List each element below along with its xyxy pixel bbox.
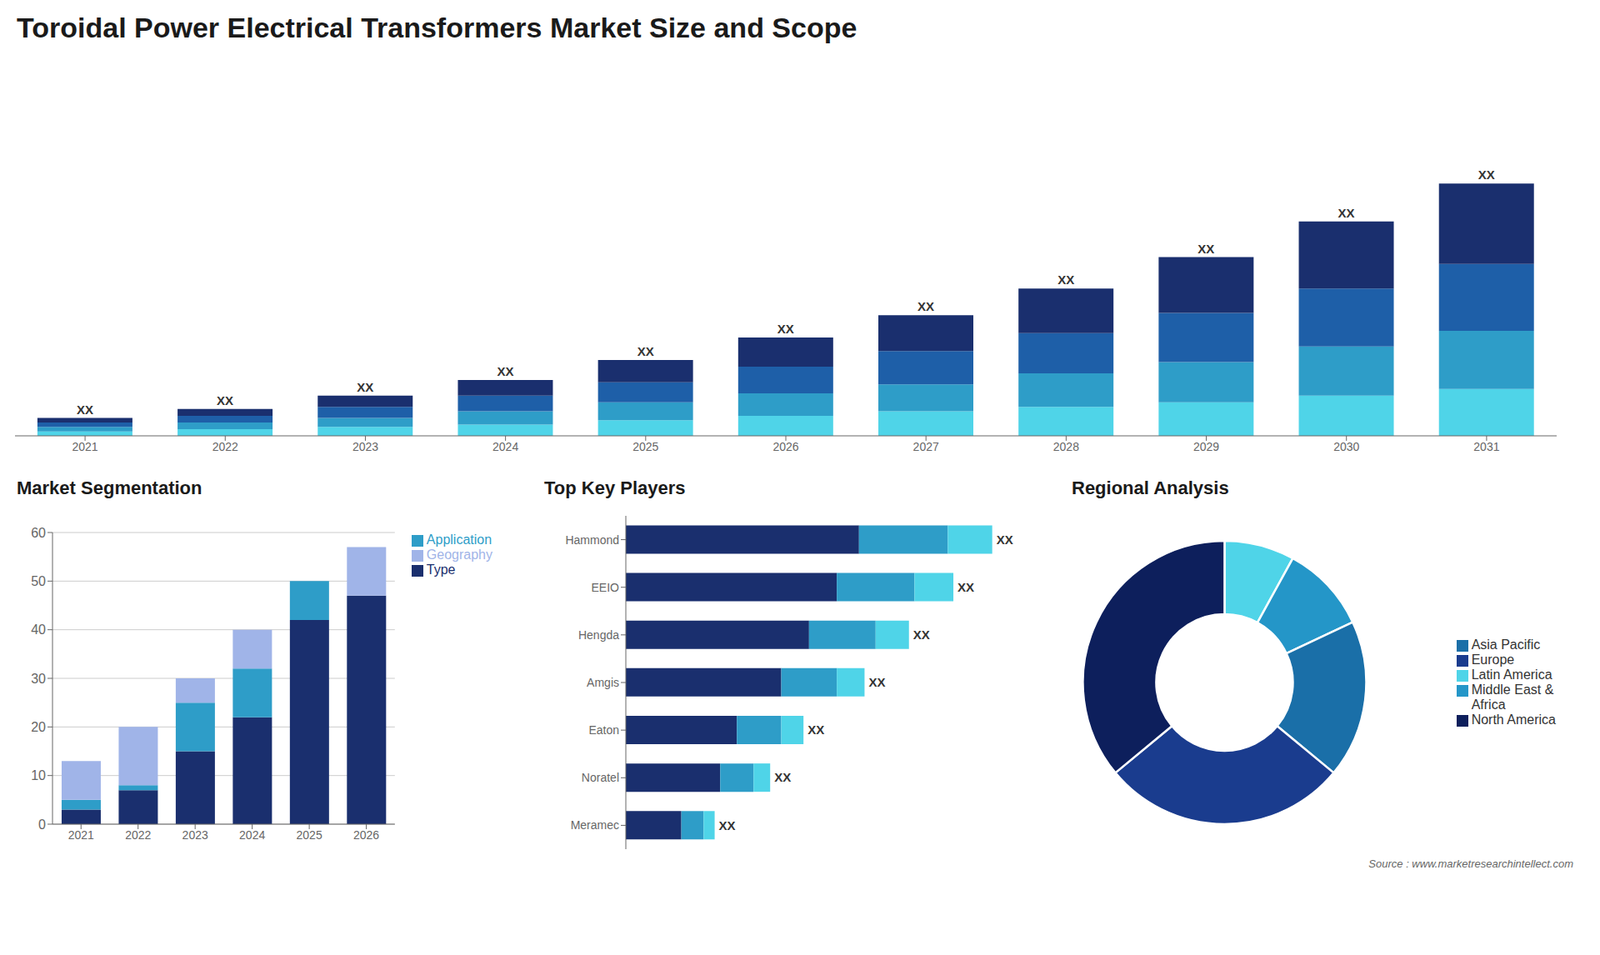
html-text:Regional Analysis: Regional Analysis xyxy=(1071,477,1229,499)
svg-text:2029: 2029 xyxy=(1193,440,1220,454)
html-text:Top Key Players: Top Key Players xyxy=(544,477,686,499)
svg-text:XX: XX xyxy=(957,580,975,595)
html-text:Europe: Europe xyxy=(1471,652,1515,667)
html-text:Asia Pacific: Asia Pacific xyxy=(1471,637,1541,652)
html-text:Latin America: Latin America xyxy=(1471,667,1553,682)
svg-text:XX: XX xyxy=(496,364,514,379)
svg-text:10: 10 xyxy=(30,768,46,783)
svg-text:2026: 2026 xyxy=(353,828,380,842)
svg-text:2028: 2028 xyxy=(1053,440,1080,454)
svg-text:XX: XX xyxy=(807,722,825,737)
svg-text:Eaton: Eaton xyxy=(588,723,620,737)
svg-text:2031: 2031 xyxy=(1473,440,1500,454)
svg-text:XX: XX xyxy=(777,321,795,336)
html-text:Type: Type xyxy=(426,562,456,577)
html-text:Application: Application xyxy=(426,532,492,547)
svg-text:40: 40 xyxy=(30,622,46,637)
html-text:Toroidal Power Electrical Tran: Toroidal Power Electrical Transformers M… xyxy=(16,11,857,44)
svg-text:XX: XX xyxy=(1338,205,1355,220)
svg-text:2025: 2025 xyxy=(632,440,659,454)
svg-text:Hammond: Hammond xyxy=(565,533,620,547)
svg-text:XX: XX xyxy=(917,299,935,314)
svg-text:2024: 2024 xyxy=(239,828,265,842)
svg-text:2025: 2025 xyxy=(296,828,323,842)
html-text:Geography: Geography xyxy=(426,547,493,562)
svg-text:2024: 2024 xyxy=(492,440,519,454)
svg-text:2022: 2022 xyxy=(125,828,151,842)
svg-text:XX: XX xyxy=(719,818,736,833)
svg-text:XX: XX xyxy=(1478,167,1495,182)
svg-text:XX: XX xyxy=(1057,272,1075,287)
svg-text:Amgis: Amgis xyxy=(586,675,620,690)
svg-text:2021: 2021 xyxy=(72,440,99,454)
svg-text:2023: 2023 xyxy=(352,440,379,454)
svg-text:XX: XX xyxy=(868,675,885,690)
svg-text:2023: 2023 xyxy=(182,828,209,842)
svg-text:XX: XX xyxy=(996,532,1014,547)
svg-text:2030: 2030 xyxy=(1333,440,1360,454)
svg-text:Meramec: Meramec xyxy=(570,818,620,832)
svg-text:EEIO: EEIO xyxy=(591,580,620,595)
svg-text:XX: XX xyxy=(774,770,791,785)
svg-text:2027: 2027 xyxy=(913,440,940,454)
svg-text:0: 0 xyxy=(38,817,46,832)
html-text:Market Segmentation: Market Segmentation xyxy=(16,477,203,499)
svg-text:60: 60 xyxy=(30,525,46,540)
html-text:North America: North America xyxy=(1471,712,1556,727)
svg-text:XX: XX xyxy=(356,380,374,395)
svg-text:20: 20 xyxy=(30,720,46,735)
svg-text:Hengda: Hengda xyxy=(578,628,620,642)
svg-text:XX: XX xyxy=(637,344,655,359)
svg-text:30: 30 xyxy=(30,671,46,686)
svg-text:2021: 2021 xyxy=(68,828,95,842)
svg-text:Noratel: Noratel xyxy=(581,770,620,785)
svg-text:XX: XX xyxy=(1197,241,1215,256)
svg-text:XX: XX xyxy=(76,402,94,417)
svg-text:2022: 2022 xyxy=(212,440,239,454)
html-text:Source : www.marketresearchint: Source : www.marketresearchintellect.com xyxy=(1368,857,1574,870)
svg-text:XX: XX xyxy=(913,627,930,642)
svg-text:2026: 2026 xyxy=(772,440,799,454)
svg-text:XX: XX xyxy=(216,393,234,408)
html-text:Middle East & Africa: Middle East & Africa xyxy=(1471,682,1554,712)
svg-text:50: 50 xyxy=(30,574,46,589)
